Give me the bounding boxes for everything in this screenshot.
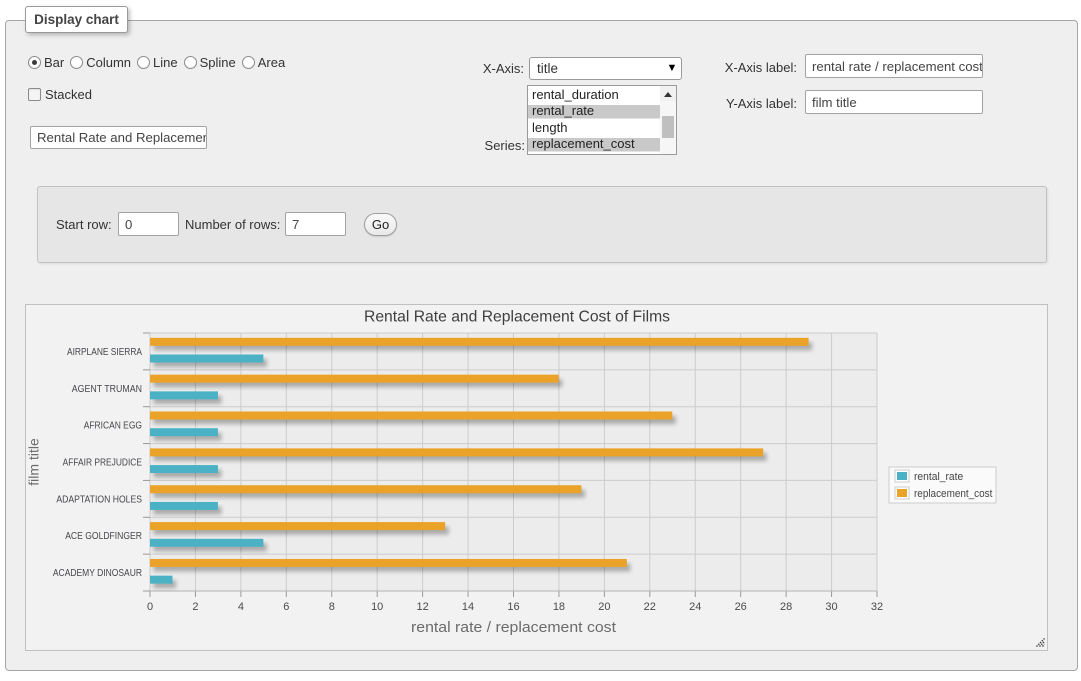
svg-text:24: 24 xyxy=(689,601,701,613)
svg-text:10: 10 xyxy=(371,601,383,613)
svg-text:replacement_cost: replacement_cost xyxy=(914,488,992,500)
svg-text:30: 30 xyxy=(825,601,837,613)
svg-text:14: 14 xyxy=(462,601,474,613)
svg-text:6: 6 xyxy=(283,601,289,613)
svg-text:AFRICAN EGG: AFRICAN EGG xyxy=(84,421,142,432)
svg-text:28: 28 xyxy=(780,601,792,613)
svg-text:ADAPTATION HOLES: ADAPTATION HOLES xyxy=(56,494,142,505)
svg-text:26: 26 xyxy=(735,601,747,613)
svg-text:film title: film title xyxy=(26,438,42,486)
svg-text:AGENT TRUMAN: AGENT TRUMAN xyxy=(72,384,142,395)
svg-text:ACADEMY DINOSAUR: ACADEMY DINOSAUR xyxy=(53,568,142,579)
svg-text:32: 32 xyxy=(871,601,883,613)
svg-text:0: 0 xyxy=(147,601,153,613)
svg-text:rental_rate: rental_rate xyxy=(914,471,963,483)
svg-text:8: 8 xyxy=(329,601,335,613)
svg-text:16: 16 xyxy=(507,601,519,613)
svg-text:18: 18 xyxy=(553,601,565,613)
svg-text:AIRPLANE SIERRA: AIRPLANE SIERRA xyxy=(67,347,142,358)
svg-text:AFFAIR PREJUDICE: AFFAIR PREJUDICE xyxy=(63,458,143,469)
svg-text:2: 2 xyxy=(192,601,198,613)
svg-text:Rental Rate and Replacement Co: Rental Rate and Replacement Cost of Film… xyxy=(364,309,670,326)
svg-text:22: 22 xyxy=(644,601,656,613)
svg-text:12: 12 xyxy=(416,601,428,613)
svg-text:20: 20 xyxy=(598,601,610,613)
svg-text:4: 4 xyxy=(238,601,244,613)
svg-text:ACE GOLDFINGER: ACE GOLDFINGER xyxy=(65,531,142,542)
svg-text:rental rate / replacement cost: rental rate / replacement cost xyxy=(411,619,617,636)
